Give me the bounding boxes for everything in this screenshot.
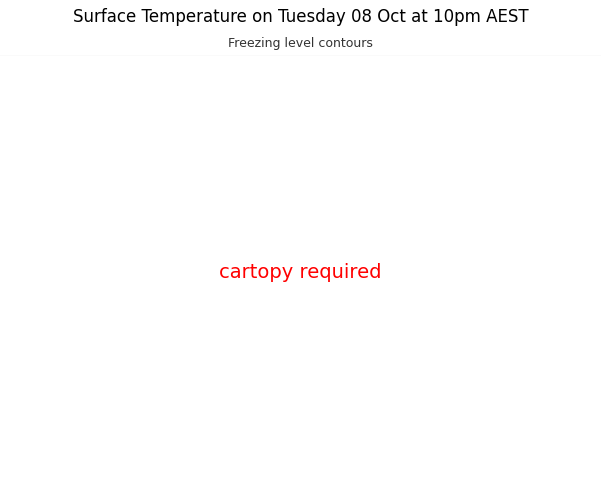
Text: Surface Temperature on Tuesday 08 Oct at 10pm AEST: Surface Temperature on Tuesday 08 Oct at… [73,8,528,26]
Text: Freezing level contours: Freezing level contours [228,37,373,50]
Text: cartopy required: cartopy required [219,263,382,282]
